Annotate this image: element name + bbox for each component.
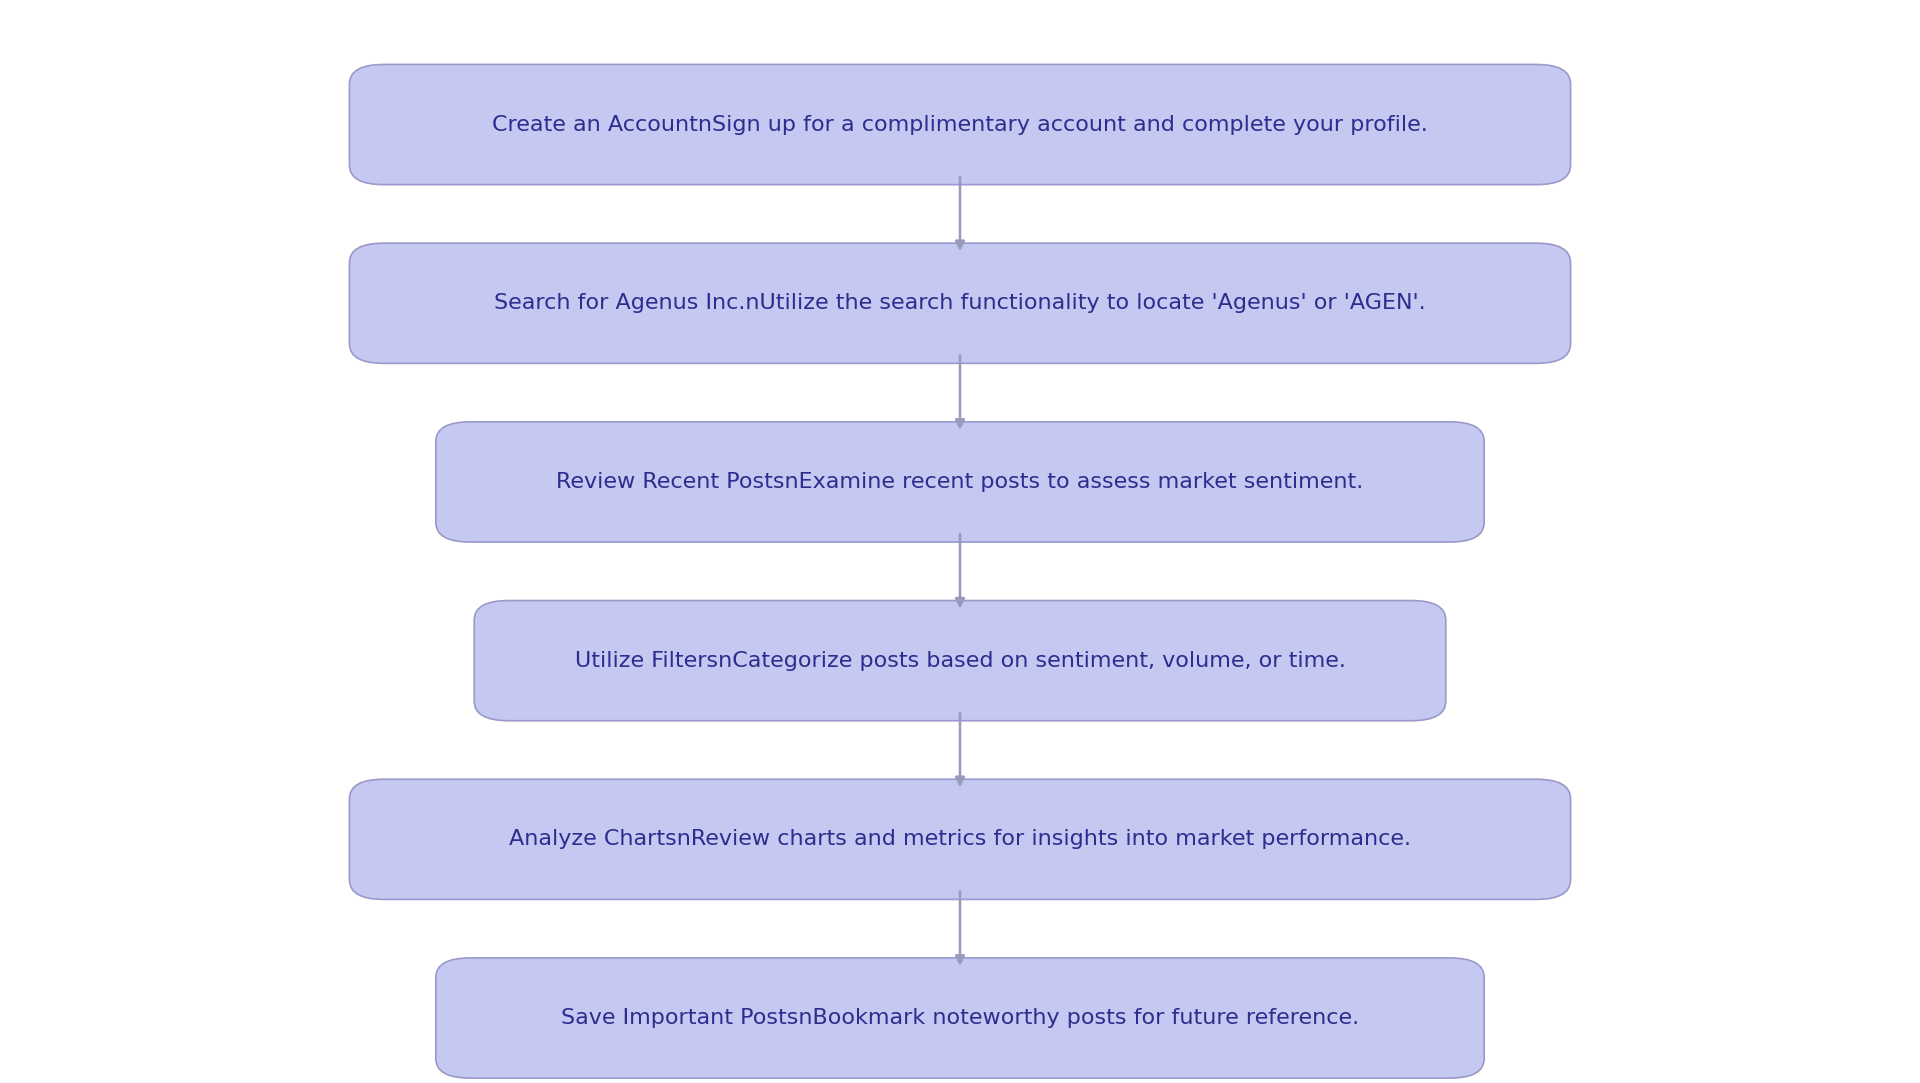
- Text: Save Important PostsnBookmark noteworthy posts for future reference.: Save Important PostsnBookmark noteworthy…: [561, 1008, 1359, 1028]
- FancyBboxPatch shape: [436, 958, 1484, 1079]
- FancyBboxPatch shape: [349, 244, 1571, 364]
- Text: Analyze ChartsnReview charts and metrics for insights into market performance.: Analyze ChartsnReview charts and metrics…: [509, 830, 1411, 849]
- Text: Review Recent PostsnExamine recent posts to assess market sentiment.: Review Recent PostsnExamine recent posts…: [557, 472, 1363, 492]
- FancyBboxPatch shape: [349, 780, 1571, 899]
- FancyBboxPatch shape: [474, 600, 1446, 721]
- Text: Utilize FiltersnCategorize posts based on sentiment, volume, or time.: Utilize FiltersnCategorize posts based o…: [574, 651, 1346, 670]
- FancyBboxPatch shape: [349, 65, 1571, 184]
- Text: Search for Agenus Inc.nUtilize the search functionality to locate 'Agenus' or 'A: Search for Agenus Inc.nUtilize the searc…: [493, 293, 1427, 313]
- FancyBboxPatch shape: [436, 421, 1484, 542]
- Text: Create an AccountnSign up for a complimentary account and complete your profile.: Create an AccountnSign up for a complime…: [492, 115, 1428, 134]
